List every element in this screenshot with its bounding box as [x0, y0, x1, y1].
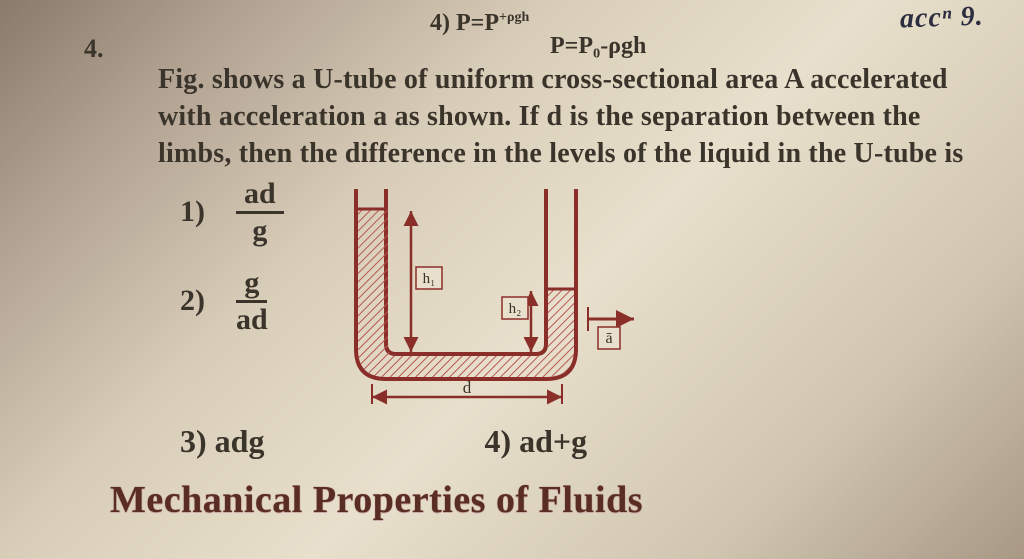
options-and-figure-row: 1) ad g 2) g ad [180, 179, 984, 409]
options-row-3-4: 3) adg 4) ad+g [180, 423, 984, 460]
option-3-number: 3) [180, 423, 207, 459]
top-formula-b: P=P₀-ρgh [70, 33, 984, 60]
a-label: ā [605, 330, 612, 347]
option-4-number: 4) [484, 423, 511, 459]
option-3-value: adg [215, 423, 265, 459]
hand-annotation-accn: accⁿ 9. [900, 1, 985, 36]
option-2-fraction: g ad [236, 268, 268, 335]
option-1-numerator: ad [236, 179, 284, 214]
option-2: 2) g ad [180, 268, 284, 335]
u-tube-figure: h₁ h₂ d ā [316, 179, 646, 409]
option-2-denominator: ad [236, 303, 268, 335]
option-4-value: ad+g [519, 423, 587, 459]
h2-label: h₂ [508, 301, 521, 317]
option-1-number: 1) [180, 195, 222, 229]
option-2-numerator: g [236, 268, 267, 303]
top-formula-a: 4) P=P+ρgh [430, 10, 529, 37]
question-text: Fig. shows a U-tube of uniform cross-sec… [158, 62, 984, 173]
option-3: 3) adg [180, 423, 264, 460]
chapter-footer: Mechanical Properties of Fluids [110, 478, 984, 522]
option-4: 4) ad+g [484, 423, 587, 460]
options-column: 1) ad g 2) g ad [180, 179, 284, 335]
d-label: d [462, 378, 471, 397]
question-number: 4. [84, 34, 104, 64]
tube-outline [356, 189, 576, 379]
page: accⁿ 9. 4) P=P+ρgh P=P₀-ρgh 4. Fig. show… [0, 0, 1024, 559]
option-1-fraction: ad g [236, 179, 284, 246]
option-1-denominator: g [252, 214, 267, 246]
option-1: 1) ad g [180, 179, 284, 246]
top-formula-a-sup: +ρgh [499, 10, 529, 25]
h1-label: h₁ [422, 271, 435, 287]
top-formula-a-main: 4) P=P [430, 10, 499, 36]
option-2-number: 2) [180, 284, 222, 318]
u-tube-svg: h₁ h₂ d ā [316, 179, 646, 409]
